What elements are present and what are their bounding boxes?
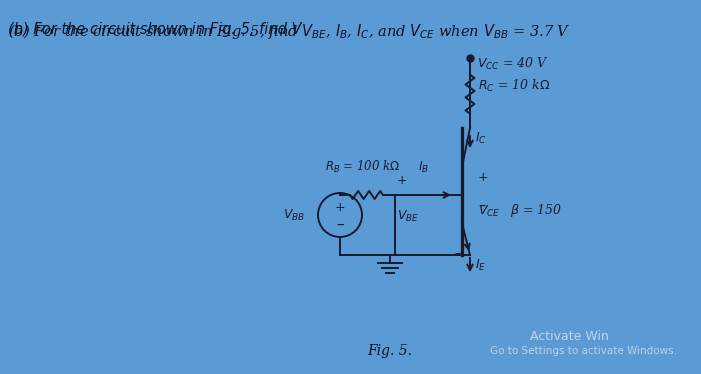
Text: $I_C$: $I_C$ <box>475 131 486 145</box>
Text: $I_B$: $I_B$ <box>418 160 429 175</box>
Text: –: – <box>478 200 485 214</box>
Text: $V_{BB}$: $V_{BB}$ <box>283 208 305 223</box>
Text: Fig. 5.: Fig. 5. <box>367 344 412 358</box>
Text: $V_{BE}$: $V_{BE}$ <box>397 209 419 224</box>
Text: –: – <box>336 217 343 232</box>
Text: –: – <box>454 247 461 260</box>
Text: (b) For the circuit shown in Fig. 5, find V: (b) For the circuit shown in Fig. 5, fin… <box>8 22 301 37</box>
Text: $V_{CE}$   $\beta$ = 150: $V_{CE}$ $\beta$ = 150 <box>478 202 562 218</box>
Text: $I_E$: $I_E$ <box>475 257 486 273</box>
Text: +: + <box>478 171 489 184</box>
Text: $V_{CC}$ = 40 V: $V_{CC}$ = 40 V <box>477 56 548 72</box>
Text: Activate Win: Activate Win <box>530 330 609 343</box>
Text: +: + <box>334 200 346 214</box>
Text: $R_B$ = 100 k$\Omega$: $R_B$ = 100 k$\Omega$ <box>325 159 400 175</box>
Text: Go to Settings to activate Windows.: Go to Settings to activate Windows. <box>490 346 677 356</box>
Text: +: + <box>397 174 407 187</box>
Text: (b) For the circuit shown in Fig. 5, find $V_{BE}$, $I_B$, $I_C$, and $V_{CE}$ w: (b) For the circuit shown in Fig. 5, fin… <box>8 22 571 41</box>
Text: $R_C$ = 10 k$\Omega$: $R_C$ = 10 k$\Omega$ <box>478 78 550 94</box>
